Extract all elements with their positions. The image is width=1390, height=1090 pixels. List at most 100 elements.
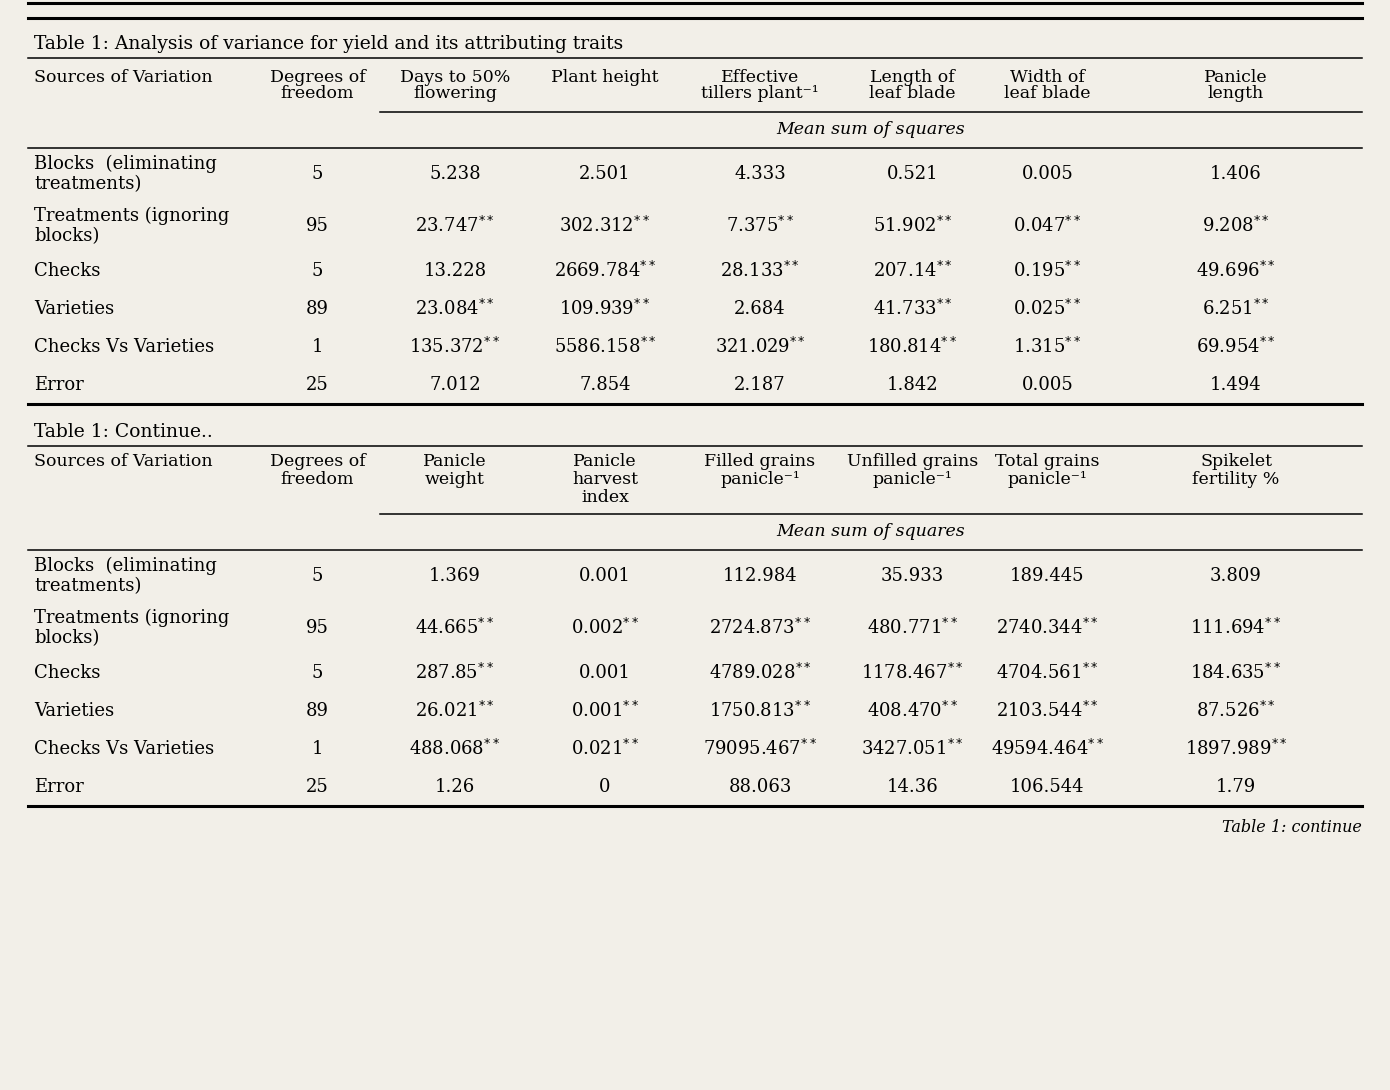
Text: 6.251$^{**}$: 6.251$^{**}$ (1202, 299, 1270, 319)
Text: 26.021$^{**}$: 26.021$^{**}$ (416, 701, 495, 722)
Text: 0.195$^{**}$: 0.195$^{**}$ (1013, 261, 1081, 281)
Text: 111.694$^{**}$: 111.694$^{**}$ (1190, 618, 1282, 638)
Text: 0.047$^{**}$: 0.047$^{**}$ (1013, 216, 1081, 237)
Text: leaf blade: leaf blade (1004, 85, 1091, 102)
Text: 7.012: 7.012 (430, 376, 481, 393)
Text: 0.005: 0.005 (1022, 165, 1073, 183)
Text: blocks): blocks) (33, 629, 99, 647)
Text: 0.021$^{**}$: 0.021$^{**}$ (571, 739, 639, 759)
Text: 4789.028$^{**}$: 4789.028$^{**}$ (709, 663, 812, 683)
Text: 87.526$^{**}$: 87.526$^{**}$ (1195, 701, 1276, 722)
Text: 207.14$^{**}$: 207.14$^{**}$ (873, 261, 952, 281)
Text: 184.635$^{**}$: 184.635$^{**}$ (1190, 663, 1282, 683)
Text: blocks): blocks) (33, 227, 99, 245)
Text: 112.984: 112.984 (723, 567, 798, 585)
Text: Sources of Variation: Sources of Variation (33, 69, 213, 85)
Text: 1.369: 1.369 (430, 567, 481, 585)
Text: Treatments (ignoring: Treatments (ignoring (33, 207, 229, 226)
Text: 1.406: 1.406 (1211, 165, 1262, 183)
Text: Table 1: Continue..: Table 1: Continue.. (33, 423, 213, 441)
Text: Panicle: Panicle (423, 453, 486, 471)
Text: 95: 95 (306, 217, 329, 235)
Text: 3427.051$^{**}$: 3427.051$^{**}$ (862, 739, 963, 759)
Text: length: length (1208, 85, 1264, 102)
Text: 321.029$^{**}$: 321.029$^{**}$ (714, 337, 805, 358)
Text: 89: 89 (306, 300, 329, 318)
Text: 2.187: 2.187 (734, 376, 785, 393)
Text: 1.842: 1.842 (887, 376, 938, 393)
Text: Days to 50%: Days to 50% (400, 69, 510, 85)
Text: 0.001: 0.001 (580, 664, 631, 682)
Text: 88.063: 88.063 (728, 778, 792, 796)
Text: Checks: Checks (33, 262, 100, 280)
Text: 7.854: 7.854 (580, 376, 631, 393)
Text: 1.26: 1.26 (435, 778, 475, 796)
Text: 95: 95 (306, 619, 329, 637)
Text: 1: 1 (311, 740, 324, 758)
Text: 7.375$^{**}$: 7.375$^{**}$ (726, 216, 794, 237)
Text: tillers plant⁻¹: tillers plant⁻¹ (701, 85, 819, 102)
Text: Degrees of: Degrees of (270, 453, 366, 471)
Text: fertility %: fertility % (1193, 472, 1280, 488)
Text: 106.544: 106.544 (1011, 778, 1084, 796)
Text: Checks Vs Varieties: Checks Vs Varieties (33, 740, 214, 758)
Text: 0.025$^{**}$: 0.025$^{**}$ (1013, 299, 1081, 319)
Text: Mean sum of squares: Mean sum of squares (777, 523, 965, 541)
Text: 44.665$^{**}$: 44.665$^{**}$ (416, 618, 495, 638)
Text: treatments): treatments) (33, 175, 142, 193)
Text: 23.747$^{**}$: 23.747$^{**}$ (416, 216, 495, 237)
Text: 9.208$^{**}$: 9.208$^{**}$ (1202, 216, 1270, 237)
Text: flowering: flowering (413, 85, 498, 102)
Text: 1: 1 (311, 338, 324, 356)
Text: 5: 5 (311, 567, 324, 585)
Text: 0: 0 (599, 778, 610, 796)
Text: harvest: harvest (573, 472, 638, 488)
Text: 135.372$^{**}$: 135.372$^{**}$ (410, 337, 500, 358)
Text: 1750.813$^{**}$: 1750.813$^{**}$ (709, 701, 810, 722)
Text: Blocks  (eliminating: Blocks (eliminating (33, 155, 217, 173)
Text: Error: Error (33, 778, 83, 796)
Text: 28.133$^{**}$: 28.133$^{**}$ (720, 261, 799, 281)
Text: Varieties: Varieties (33, 702, 114, 720)
Text: treatments): treatments) (33, 577, 142, 595)
Text: 2724.873$^{**}$: 2724.873$^{**}$ (709, 618, 810, 638)
Text: 5.238: 5.238 (430, 165, 481, 183)
Text: 180.814$^{**}$: 180.814$^{**}$ (867, 337, 958, 358)
Text: Table 1: Analysis of variance for yield and its attributing traits: Table 1: Analysis of variance for yield … (33, 35, 623, 53)
Text: 5586.158$^{**}$: 5586.158$^{**}$ (553, 337, 656, 358)
Text: 14.36: 14.36 (887, 778, 938, 796)
Text: 302.312$^{**}$: 302.312$^{**}$ (559, 216, 651, 237)
Text: 13.228: 13.228 (424, 262, 486, 280)
Text: 0.001: 0.001 (580, 567, 631, 585)
Text: 49594.464$^{**}$: 49594.464$^{**}$ (991, 739, 1104, 759)
Text: Width of: Width of (1011, 69, 1086, 85)
Text: 2740.344$^{**}$: 2740.344$^{**}$ (997, 618, 1099, 638)
Text: 488.068$^{**}$: 488.068$^{**}$ (410, 739, 500, 759)
Text: leaf blade: leaf blade (869, 85, 956, 102)
Text: 0.005: 0.005 (1022, 376, 1073, 393)
Text: 1897.989$^{**}$: 1897.989$^{**}$ (1184, 739, 1287, 759)
Text: Panicle: Panicle (573, 453, 637, 471)
Text: 0.002$^{**}$: 0.002$^{**}$ (571, 618, 639, 638)
Text: Checks: Checks (33, 664, 100, 682)
Text: 41.733$^{**}$: 41.733$^{**}$ (873, 299, 952, 319)
Text: weight: weight (425, 472, 485, 488)
Text: 2103.544$^{**}$: 2103.544$^{**}$ (997, 701, 1099, 722)
Text: Checks Vs Varieties: Checks Vs Varieties (33, 338, 214, 356)
Text: Sources of Variation: Sources of Variation (33, 453, 213, 471)
Text: 23.084$^{**}$: 23.084$^{**}$ (416, 299, 495, 319)
Text: 4704.561$^{**}$: 4704.561$^{**}$ (997, 663, 1099, 683)
Text: Effective: Effective (721, 69, 799, 85)
Text: 2.501: 2.501 (580, 165, 631, 183)
Text: 3.809: 3.809 (1211, 567, 1262, 585)
Text: Treatments (ignoring: Treatments (ignoring (33, 609, 229, 627)
Text: Degrees of: Degrees of (270, 69, 366, 85)
Text: 480.771$^{**}$: 480.771$^{**}$ (867, 618, 958, 638)
Text: freedom: freedom (281, 472, 354, 488)
Text: 189.445: 189.445 (1011, 567, 1084, 585)
Text: panicle⁻¹: panicle⁻¹ (873, 472, 952, 488)
Text: 25: 25 (306, 376, 329, 393)
Text: 1.79: 1.79 (1216, 778, 1257, 796)
Text: freedom: freedom (281, 85, 354, 102)
Text: 4.333: 4.333 (734, 165, 785, 183)
